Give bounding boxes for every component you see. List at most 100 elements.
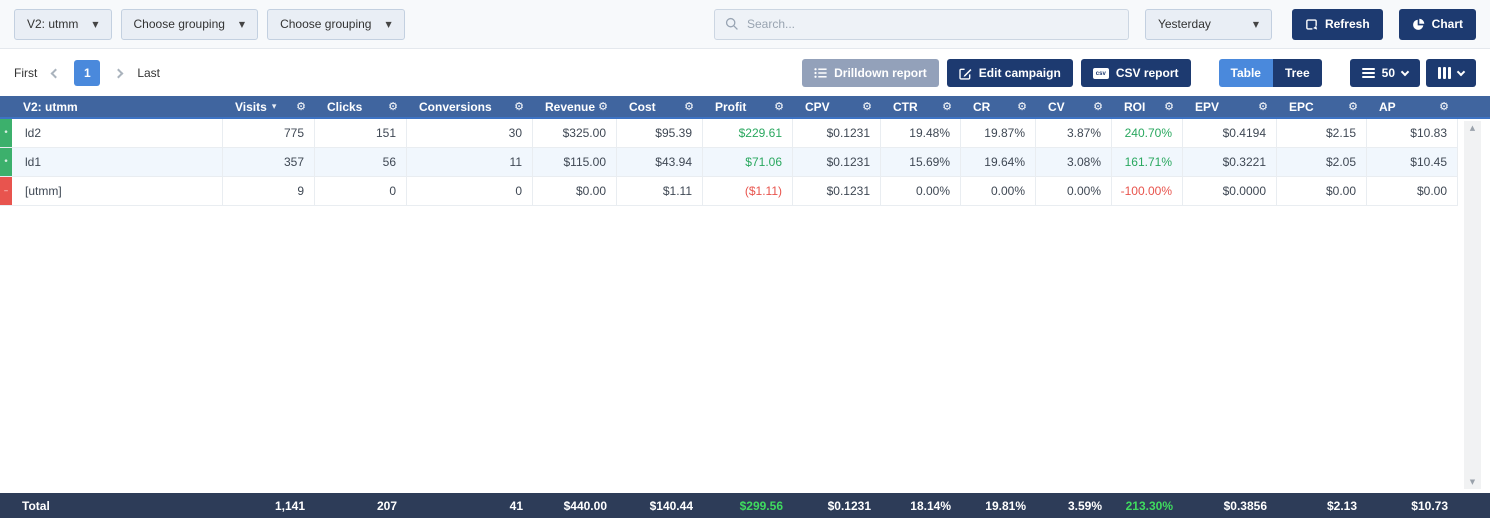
rows-per-page-button[interactable]: 50 [1349,59,1420,87]
gear-icon[interactable]: ⚙ [684,100,694,113]
gear-icon[interactable]: ⚙ [942,100,952,113]
status-up-indicator: • [0,148,12,176]
column-header-epv[interactable]: EPV ⚙ [1183,96,1277,117]
column-label: EPC [1289,99,1314,114]
column-header-visits[interactable]: Visits ▾ ⚙ [223,96,315,117]
column-header-cv[interactable]: CV ⚙ [1036,96,1112,117]
csv-file-icon: csv [1092,67,1109,79]
row-name-cell: – [utmm] [0,177,223,205]
total-epv: $0.3856 [1223,498,1267,513]
cv-cell: 3.08% [1036,148,1112,176]
revenue-cell: $115.00 [533,148,617,176]
epv-cell: $0.4194 [1183,119,1277,147]
visits-cell: 775 [223,119,315,147]
total-visits: 1,141 [274,498,305,513]
v2-variable-dropdown[interactable]: V2: utmm ▼ [14,8,112,40]
grouping-dropdown-2[interactable]: Choose grouping ▼ [267,8,405,40]
next-page-icon[interactable] [113,68,124,78]
previous-page-icon[interactable] [50,68,61,78]
column-header-profit[interactable]: Profit ⚙ [703,96,793,117]
column-header-roi[interactable]: ROI ⚙ [1112,96,1183,117]
cost-cell: $1.11 [617,177,703,205]
roi-cell: 240.70% [1112,119,1183,147]
pagination-first[interactable]: First [14,66,38,80]
csv-report-button[interactable]: csv CSV report [1080,59,1191,87]
vertical-scrollbar[interactable]: ▲ ▼ [1464,121,1481,489]
edit-campaign-button[interactable]: Edit campaign [946,59,1073,87]
column-header-epc[interactable]: EPC ⚙ [1277,96,1367,117]
row-name-cell: • ld2 [0,119,223,147]
epv-cell: $0.3221 [1183,148,1277,176]
gear-icon[interactable]: ⚙ [1348,100,1358,113]
drilldown-report-button[interactable]: Drilldown report [802,59,939,87]
total-label: Total [22,498,50,513]
visits-cell: 9 [223,177,315,205]
gear-icon[interactable]: ⚙ [774,100,784,113]
total-ap: $10.73 [1411,498,1448,513]
clicks-cell: 56 [315,148,407,176]
table-row[interactable]: • ld2 775 151 30 $325.00 $95.39 $229.61 … [0,119,1458,148]
gear-icon[interactable]: ⚙ [1017,100,1027,113]
ctr-cell: 19.48% [881,119,961,147]
grouping-dropdown-1[interactable]: Choose grouping ▼ [120,8,259,40]
gear-icon[interactable]: ⚙ [1258,100,1268,113]
column-header-clicks[interactable]: Clicks ⚙ [315,96,407,117]
scroll-up-icon[interactable]: ▲ [1469,124,1476,132]
column-header-ap[interactable]: AP ⚙ [1367,96,1458,117]
epc-cell: $2.15 [1277,119,1367,147]
total-cv: 3.59% [1067,498,1102,513]
revenue-cell: $325.00 [533,119,617,147]
pie-chart-icon [1412,18,1424,30]
chart-label: Chart [1431,17,1463,31]
column-label: Clicks [327,99,363,114]
gear-icon[interactable]: ⚙ [514,100,524,113]
column-label: Revenue [545,99,596,114]
gear-icon[interactable]: ⚙ [598,100,608,113]
total-cpv: $0.1231 [827,498,871,513]
cpv-cell: $0.1231 [793,148,881,176]
columns-settings-button[interactable] [1426,59,1476,87]
roi-cell: -100.00% [1112,177,1183,205]
column-header-cr[interactable]: CR ⚙ [961,96,1036,117]
chevron-down-icon [1456,67,1466,76]
pagination: First 1 Last [14,60,160,86]
refresh-button[interactable]: Refresh [1291,8,1383,40]
table-row[interactable]: • ld1 357 56 11 $115.00 $43.94 $71.06 $0… [0,148,1458,177]
cr-cell: 0.00% [961,177,1036,205]
scroll-down-icon[interactable]: ▼ [1469,478,1476,486]
page-number-button[interactable]: 1 [74,60,101,86]
header-filler [1458,96,1490,117]
drilldown-report-label: Drilldown report [834,66,927,80]
column-header-cost[interactable]: Cost ⚙ [617,96,703,117]
gear-icon[interactable]: ⚙ [296,100,306,113]
column-header-conversions[interactable]: Conversions ⚙ [407,96,533,117]
gear-icon[interactable]: ⚙ [1439,100,1449,113]
date-range-dropdown[interactable]: Yesterday ▼ [1144,8,1272,40]
search-input[interactable] [746,17,1118,31]
view-tree-button[interactable]: Tree [1272,59,1322,87]
column-header-cpv[interactable]: CPV ⚙ [793,96,881,117]
table-row[interactable]: – [utmm] 9 0 0 $0.00 $1.11 ($1.11) $0.12… [0,177,1458,206]
gear-icon[interactable]: ⚙ [1093,100,1103,113]
chevron-down-icon: ▼ [385,19,392,29]
epv-cell: $0.0000 [1183,177,1277,205]
search-box[interactable] [713,8,1129,40]
column-header-revenue[interactable]: Revenue ⚙ [533,96,617,117]
column-header-ctr[interactable]: CTR ⚙ [881,96,961,117]
search-icon [725,17,738,30]
gear-icon[interactable]: ⚙ [388,100,398,113]
gear-icon[interactable]: ⚙ [1164,100,1174,113]
total-cr: 19.81% [985,498,1026,513]
chart-button[interactable]: Chart [1398,8,1476,40]
column-label: Conversions [419,99,492,114]
ap-cell: $0.00 [1367,177,1458,205]
total-epc: $2.13 [1326,498,1357,513]
date-range-label: Yesterday [1157,17,1211,31]
v2-variable-label: V2: utmm [27,17,79,31]
refresh-icon [1306,18,1318,30]
column-header-v2-utmm[interactable]: V2: utmm [0,96,223,117]
pagination-last[interactable]: Last [137,66,161,80]
profit-cell: $229.61 [703,119,793,147]
view-table-button[interactable]: Table [1218,59,1273,87]
gear-icon[interactable]: ⚙ [862,100,872,113]
